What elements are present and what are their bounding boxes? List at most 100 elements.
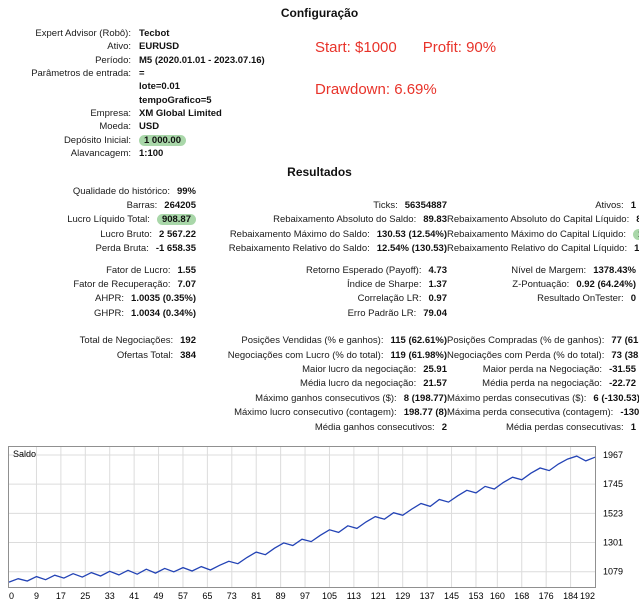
stat-value: 264205: [164, 200, 196, 212]
svg-text:192: 192: [580, 591, 595, 600]
stat-row: Barras: 264205 Ticks: 56354887 Ativos: 1: [4, 198, 636, 212]
stat-label: Maior lucro da negociação:: [302, 363, 417, 375]
stat-row: GHPR: 1.0034 (0.34%) Erro Padrão LR: 79.04: [4, 306, 636, 320]
param-label: Ativo:: [107, 41, 131, 53]
balance-line: [8, 455, 596, 583]
stat-row: Média ganhos consecutivos: 2 Média perdas …: [4, 420, 636, 434]
stat-label: Média perdas consecutivas:: [505, 421, 624, 433]
svg-text:145: 145: [444, 591, 459, 600]
stat-label: Ativos:: [595, 200, 624, 212]
stat-label: Fator de Recuperação:: [73, 279, 171, 291]
svg-text:33: 33: [105, 591, 115, 600]
balance-chart: Saldo 0 9 17 25 33 41 49 57 65 73 81 89 97 105 113 121 1…: [8, 446, 638, 600]
stat-row: Qualidade do histórico: 99%: [4, 184, 636, 198]
stat-label: Máximo perdas consecutivas ($):: [447, 392, 587, 404]
stat-cell: Rebaixamento Relativo do Saldo: 12.54% (1…: [196, 243, 447, 254]
param-value: 1 000.00: [139, 134, 186, 146]
stat-label: Erro Padrão LR:: [347, 307, 417, 319]
param-row: Parâmetros de entrada: =: [5, 67, 265, 80]
svg-text:153: 153: [468, 591, 483, 600]
stat-cell: Correlação LR: 0.97: [196, 293, 447, 304]
stat-row: AHPR: 1.0035 (0.35%) Correlação LR: 0.97 Res…: [4, 292, 636, 306]
stat-value: 908.87: [156, 214, 196, 226]
stat-label: Total de Negociações:: [79, 335, 174, 347]
svg-text:97: 97: [300, 591, 310, 600]
stat-row: Perda Bruta: -1 658.35 Rebaixamento Relati…: [4, 242, 639, 256]
stat-row: Fator de Lucro: 1.55 Retorno Esperado (Pay…: [4, 263, 636, 277]
stat-value: 8 (198.77): [403, 392, 447, 404]
svg-text:49: 49: [154, 591, 164, 600]
page-title: Configuração: [280, 6, 359, 20]
stat-cell: Qualidade do histórico: 99%: [4, 186, 196, 197]
stat-label: Correlação LR:: [357, 293, 422, 305]
stat-cell: GHPR: 1.0034 (0.34%): [4, 308, 196, 319]
stat-row: Maior lucro da negociação: 25.91 Maior per…: [4, 362, 636, 376]
stat-label: Resultado OnTester:: [537, 293, 624, 305]
stat-label: Média perda na negociação:: [482, 378, 603, 390]
stat-cell: Ativos: 1: [447, 200, 636, 211]
svg-text:1967: 1967: [603, 450, 623, 460]
svg-text:25: 25: [80, 591, 90, 600]
stat-value: 21.57: [423, 378, 447, 390]
stat-label: Rebaixamento Absoluto do Capital Líquido…: [447, 214, 630, 226]
svg-text:129: 129: [395, 591, 410, 600]
param-row: Período: M5 (2020.01.01 - 2023.07.16): [5, 54, 265, 67]
stat-cell: Rebaixamento Máximo do Saldo: 130.53 (12.…: [196, 229, 447, 240]
stat-label: Máximo ganhos consecutivos ($):: [255, 392, 397, 404]
stat-label: Maior perda na Negociação:: [482, 363, 603, 375]
stat-label: Negociações com Lucro (% do total):: [227, 349, 384, 361]
stat-label: Média ganhos consecutivos:: [314, 421, 435, 433]
svg-text:0: 0: [9, 591, 14, 600]
param-row: lote=0.01: [5, 80, 265, 93]
annotation-start: Start: $1000: [315, 39, 397, 56]
stat-row: Máximo ganhos consecutivos ($): 8 (198.77…: [4, 391, 639, 405]
stat-label: AHPR:: [94, 293, 125, 305]
stat-value: 1.0034 (0.34%): [131, 307, 196, 319]
stat-value: 99%: [176, 185, 196, 197]
stat-value: 1: [630, 421, 636, 433]
stat-value: 0.97: [428, 293, 448, 305]
stat-label: Ticks:: [373, 200, 398, 212]
stat-value: 6 (-130.53): [593, 392, 639, 404]
chart-grid: [9, 446, 595, 588]
stat-value: 1.37: [428, 279, 448, 291]
stat-cell: Rebaixamento Absoluto do Saldo: 89.83: [196, 214, 447, 225]
svg-text:1301: 1301: [603, 538, 623, 548]
stat-label: Lucro Bruto:: [100, 228, 153, 240]
stat-cell: Máximo lucro consecutivo (contagem): 198.…: [196, 407, 447, 418]
param-label: Moeda:: [99, 121, 131, 133]
stat-label: Fator de Lucro:: [106, 264, 171, 276]
stat-cell: Ticks: 56354887: [196, 200, 447, 211]
param-value: EURUSD: [139, 41, 180, 53]
stat-value: 1378.43%: [593, 264, 636, 276]
stat-label: Posições Vendidas (% e ganhos):: [241, 335, 384, 347]
stat-cell: Erro Padrão LR: 79.04: [196, 308, 447, 319]
stat-cell: Retorno Esperado (Payoff): 4.73: [196, 265, 447, 276]
stat-cell: Maior lucro da negociação: 25.91: [196, 364, 447, 375]
stat-row: Total de Negociações: 192 Posições Vendida…: [4, 334, 639, 348]
stat-value: 128.58 (6.69%): [633, 228, 639, 240]
stat-cell: Média ganhos consecutivos: 2: [196, 422, 447, 433]
svg-text:176: 176: [539, 591, 554, 600]
stat-row: Ofertas Total: 384 Negociações com Lucro (…: [4, 348, 639, 362]
param-row: Moeda: USD: [5, 120, 265, 133]
svg-text:1523: 1523: [603, 508, 623, 518]
stat-cell: Máxima perda consecutiva (contagem): -130…: [447, 407, 639, 418]
x-axis-labels: 0 9 17 25 33 41 49 57 65 73 81 89 97 105 113 121 129 137 1…: [9, 591, 595, 600]
chart-title: Saldo: [13, 449, 37, 459]
stat-label: Rebaixamento Máximo do Saldo:: [229, 228, 370, 240]
annotation-line-1: Start: $1000 Profit: 90%: [315, 39, 496, 56]
stat-label: Qualidade do histórico:: [72, 185, 170, 197]
param-value: Tecbot: [139, 28, 170, 40]
stat-cell: Lucro Líquido Total: 908.87: [4, 214, 196, 226]
results-group: Qualidade do histórico: 99% Barras: 264205 T…: [4, 184, 639, 256]
stat-row: Lucro Líquido Total: 908.87 Rebaixamento A…: [4, 213, 639, 227]
param-label: Período:: [95, 54, 131, 66]
param-row: Ativo: EURUSD: [5, 40, 265, 53]
param-value: USD: [139, 121, 160, 133]
annotation-profit: Profit: 90%: [422, 39, 497, 56]
param-label: Expert Advisor (Robô):: [35, 28, 131, 40]
stat-cell: Rebaixamento Relativo do Capital Líquido…: [447, 243, 639, 254]
stat-cell: AHPR: 1.0035 (0.35%): [4, 293, 196, 304]
stat-cell: Rebaixamento Máximo do Capital Líquido: 1…: [447, 228, 639, 240]
